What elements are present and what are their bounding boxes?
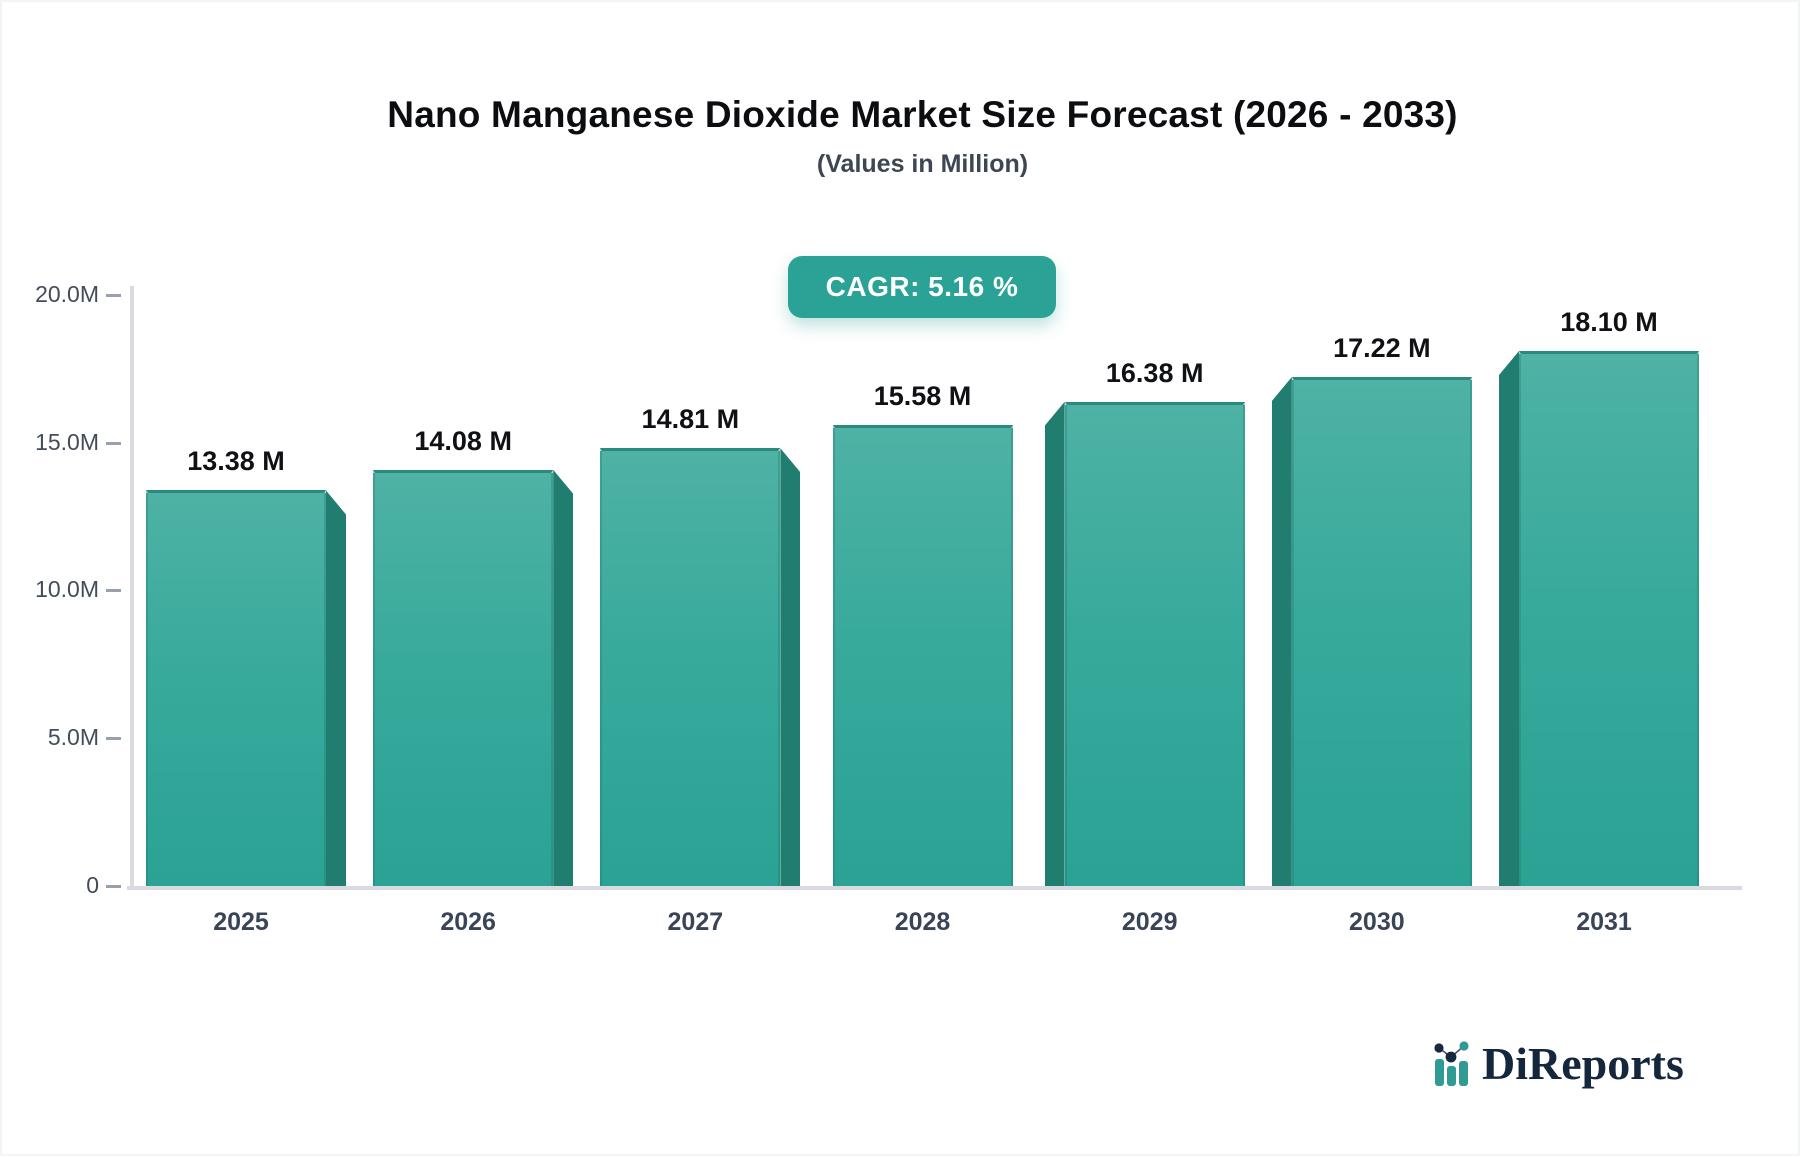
bar-2025: [146, 490, 326, 886]
bar-2031: [1519, 350, 1700, 886]
y-axis-tick-mark: [106, 293, 121, 297]
y-axis-tick-mark: [106, 885, 121, 888]
y-axis-tick-label: 15.0M: [35, 428, 99, 455]
y-axis-tick-mark: [106, 441, 121, 445]
bar-side-face-2025: [326, 490, 346, 886]
bar-value-label: 13.38 M: [187, 446, 285, 477]
x-axis-year-label: 2031: [1576, 908, 1632, 936]
bar-side-face-2027: [780, 448, 801, 886]
chart-title: Nano Manganese Dioxide Market Size Forec…: [387, 94, 1458, 135]
bar-2030: [1291, 376, 1472, 886]
y-axis-tick-mark: [106, 589, 121, 593]
chart-subtitle: (Values in Million): [816, 150, 1029, 178]
brand-logo: DiReports: [1434, 1040, 1684, 1088]
x-axis-line: [127, 886, 1742, 890]
x-axis-year-label: 2026: [440, 908, 496, 936]
bar-side-face-2031: [1499, 350, 1520, 886]
x-axis-year-label: 2028: [894, 908, 951, 936]
y-axis-tick-mark: [106, 737, 121, 741]
bar-side-face-2026: [553, 469, 574, 886]
bar-2029: [1064, 401, 1245, 886]
x-axis-year-label: 2027: [667, 908, 724, 936]
bar-2026: [373, 469, 554, 886]
bar-2027: [600, 448, 781, 886]
bar-value-label: 14.08 M: [414, 425, 512, 456]
bar-value-label: 17.22 M: [1333, 332, 1431, 363]
bar-side-face-2029: [1044, 401, 1065, 886]
y-axis-tick-label: 20.0M: [35, 280, 99, 307]
bar-value-label: 14.81 M: [641, 404, 740, 435]
bar-value-label: 15.58 M: [873, 381, 972, 412]
cagr-badge: CAGR: 5.16 %: [788, 256, 1056, 318]
bar-line-chart-logo-icon: [1434, 1041, 1469, 1086]
brand-name: DiReports: [1482, 1038, 1684, 1089]
bar-value-label: 18.10 M: [1560, 306, 1658, 337]
bar-2028: [832, 425, 1013, 886]
bar-value-label: 16.38 M: [1105, 357, 1204, 388]
y-axis-tick-label: 0: [86, 872, 99, 898]
bar-side-face-2030: [1271, 376, 1292, 886]
y-axis-tick-label: 5.0M: [47, 724, 99, 751]
y-axis-tick-label: 10.0M: [35, 576, 99, 603]
x-axis-year-label: 2025: [213, 908, 269, 936]
x-axis-year-label: 2029: [1121, 908, 1178, 936]
y-axis-line: [130, 286, 134, 890]
x-axis-year-label: 2030: [1349, 908, 1405, 936]
cagr-badge-label: CAGR: 5.16 %: [825, 271, 1019, 302]
